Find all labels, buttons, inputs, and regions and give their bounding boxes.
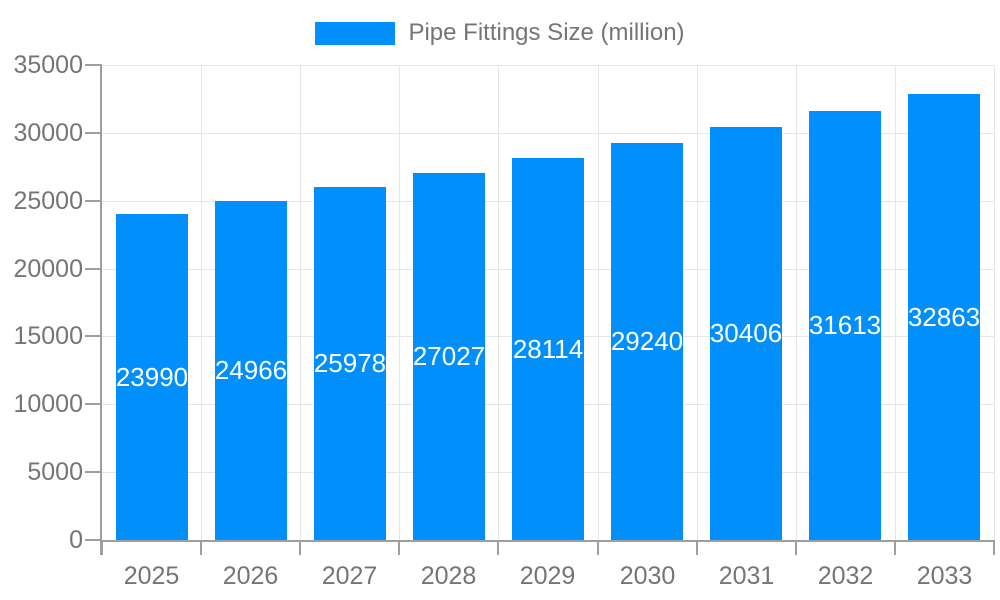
x-axis-tick <box>398 540 400 555</box>
bar-value-label: 27027 <box>412 341 486 371</box>
x-axis-label: 2031 <box>718 562 775 590</box>
bar-2030[interactable]: 29240 <box>611 143 683 540</box>
x-axis-label: 2028 <box>420 562 477 590</box>
bar-2033[interactable]: 32863 <box>908 94 980 540</box>
y-axis-label: 30000 <box>13 119 83 147</box>
x-gridline <box>796 65 797 540</box>
y-axis-label: 10000 <box>13 390 83 418</box>
x-axis-label: 2032 <box>817 562 874 590</box>
x-axis-tick <box>696 540 698 555</box>
x-axis-tick <box>497 540 499 555</box>
y-axis-tick <box>85 335 102 337</box>
y-axis-tick <box>85 403 102 405</box>
bar-value-label: 31613 <box>808 310 882 340</box>
x-gridline <box>994 65 995 540</box>
bar-value-label: 23990 <box>115 361 189 392</box>
x-axis-tick <box>597 540 599 555</box>
bar-2029[interactable]: 28114 <box>512 158 584 540</box>
x-axis-tick <box>795 540 797 555</box>
legend-label: Pipe Fittings Size (million) <box>408 19 685 46</box>
bar-value-label: 29240 <box>610 326 684 356</box>
x-axis-label: 2033 <box>916 562 973 590</box>
bar-value-label: 32863 <box>907 301 981 332</box>
bar-2032[interactable]: 31613 <box>809 111 881 540</box>
bar-value-label: 30406 <box>709 318 783 348</box>
x-axis-tick <box>299 540 301 555</box>
bar-2028[interactable]: 27027 <box>413 173 485 540</box>
bar-2026[interactable]: 24966 <box>215 201 287 540</box>
x-gridline <box>498 65 499 540</box>
y-axis-label: 25000 <box>13 187 83 215</box>
x-axis-label: 2029 <box>519 562 576 590</box>
y-axis-label: 0 <box>69 526 83 554</box>
x-gridline <box>598 65 599 540</box>
legend[interactable]: Pipe Fittings Size (million) <box>0 18 1000 48</box>
y-axis-label: 5000 <box>27 458 83 486</box>
y-gridline <box>102 133 994 134</box>
x-axis-tick <box>894 540 896 555</box>
y-axis-label: 20000 <box>13 255 83 283</box>
x-axis-label: 2030 <box>619 562 676 590</box>
x-axis-label: 2026 <box>222 562 279 590</box>
x-gridline <box>697 65 698 540</box>
y-gridline <box>102 65 994 66</box>
x-gridline <box>399 65 400 540</box>
y-axis-tick <box>85 200 102 202</box>
y-axis-tick <box>85 64 102 66</box>
y-axis-tick <box>85 132 102 134</box>
bar-2027[interactable]: 25978 <box>314 187 386 540</box>
x-axis-tick <box>101 540 103 555</box>
bar-value-label: 28114 <box>512 333 584 364</box>
y-axis-line <box>100 65 102 555</box>
legend-swatch-icon <box>315 21 396 45</box>
bar-value-label: 24966 <box>214 355 288 385</box>
x-gridline <box>895 65 896 540</box>
bar-2031[interactable]: 30406 <box>710 127 782 540</box>
x-axis-label: 2025 <box>123 562 180 590</box>
y-axis-tick <box>85 539 102 541</box>
y-axis-label: 15000 <box>13 322 83 350</box>
bar-value-label: 25978 <box>313 348 387 378</box>
x-gridline <box>300 65 301 540</box>
bar-2025[interactable]: 23990 <box>116 214 188 540</box>
x-axis-label: 2027 <box>321 562 378 590</box>
x-axis-tick <box>200 540 202 555</box>
x-axis-line <box>100 540 994 542</box>
y-axis-tick <box>85 471 102 473</box>
x-axis-tick <box>993 540 995 555</box>
y-axis-tick <box>85 268 102 270</box>
x-gridline <box>201 65 202 540</box>
y-axis-label: 35000 <box>13 51 83 79</box>
